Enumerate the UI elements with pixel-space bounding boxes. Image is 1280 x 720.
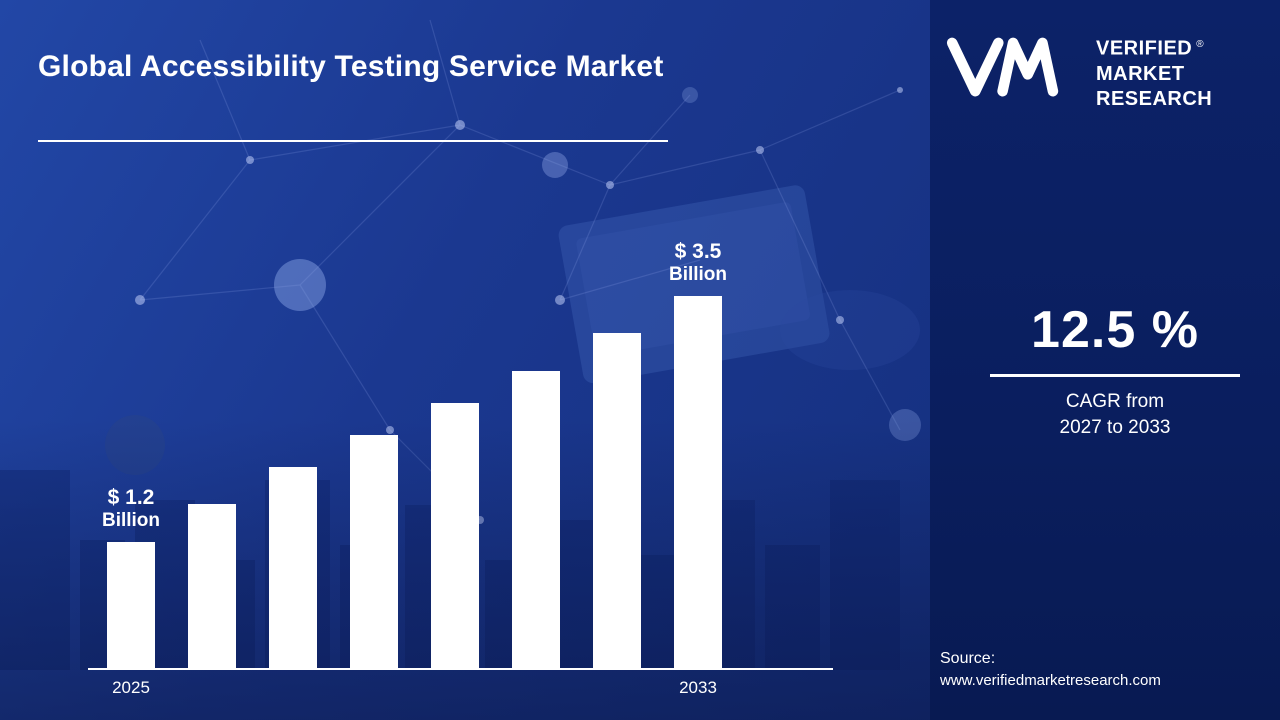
- cagr-stat: 12.5 % CAGR from 2027 to 2033: [990, 300, 1240, 441]
- brand-header: VERIFIED ® MARKET RESEARCH: [942, 24, 1212, 112]
- bar-2028: [350, 435, 398, 670]
- source-url[interactable]: www.verifiedmarketresearch.com: [940, 672, 1161, 689]
- registered-mark: ®: [1196, 39, 1205, 50]
- chart-side: Global Accessibility Testing Service Mar…: [0, 0, 930, 720]
- brand-name: VERIFIED ® MARKET RESEARCH: [1096, 32, 1212, 112]
- bar-2027: [269, 467, 317, 670]
- page-title: Global Accessibility Testing Service Mar…: [38, 50, 664, 83]
- source-label: Source:: [940, 650, 996, 667]
- cagr-caption-line-2: 2027 to 2033: [1059, 417, 1171, 438]
- network-lines-decoration: [139, 19, 901, 521]
- bar-2029: [431, 403, 479, 670]
- brand-panel: VERIFIED ® MARKET RESEARCH 12.5 % CAGR fr…: [930, 0, 1280, 720]
- brand-line-1: VERIFIED: [1096, 37, 1193, 60]
- bar-2026: [188, 504, 236, 670]
- network-nodes-decoration: [135, 87, 903, 524]
- cagr-value: 12.5 %: [1031, 301, 1199, 359]
- brand-line-3: RESEARCH: [1096, 87, 1213, 110]
- cagr-caption: CAGR from 2027 to 2033: [990, 389, 1240, 441]
- bar-2030: [512, 371, 560, 670]
- vmr-logo-icon: [946, 37, 1059, 97]
- bar-chart: [107, 296, 722, 670]
- cagr-caption-line-1: CAGR from: [1065, 391, 1165, 412]
- bar-2025: [107, 542, 155, 670]
- bar-2031: [593, 333, 641, 670]
- bar-2033: [674, 296, 722, 670]
- cagr-underline: [990, 374, 1240, 377]
- brand-line-2: MARKET: [1096, 62, 1185, 85]
- title-underline: [38, 140, 668, 142]
- source-block: Source: www.verifiedmarketresearch.com: [940, 648, 1161, 692]
